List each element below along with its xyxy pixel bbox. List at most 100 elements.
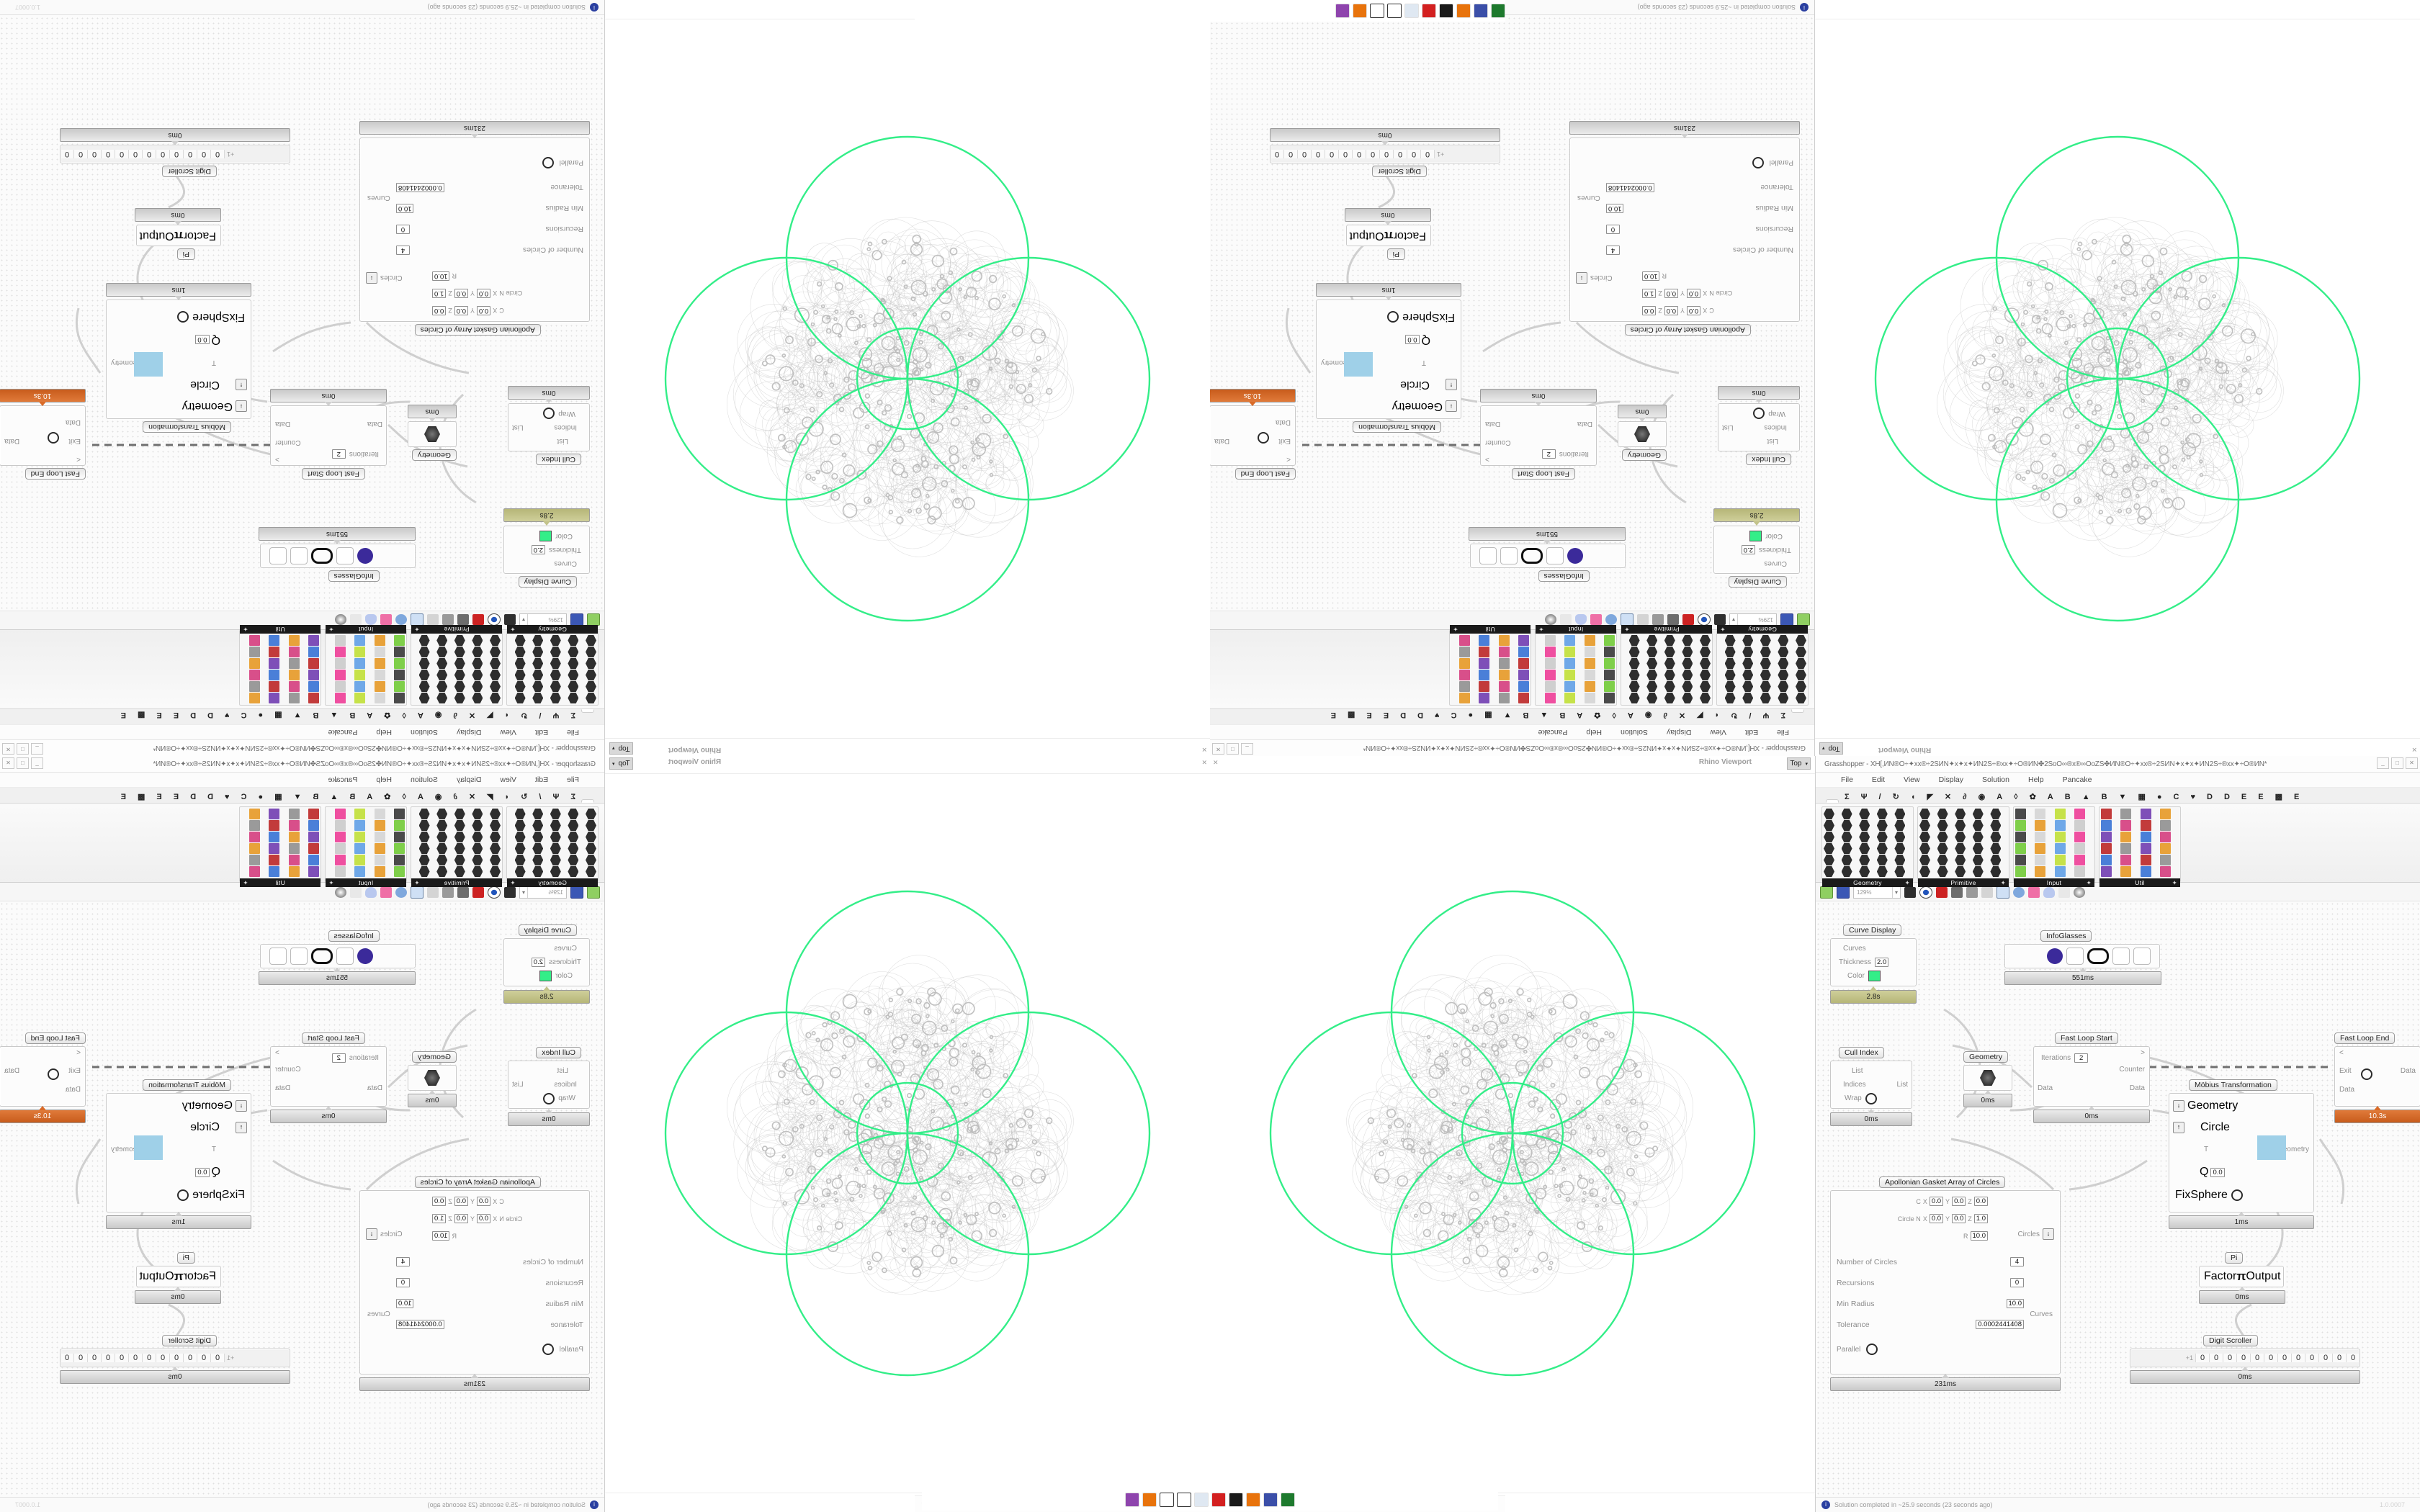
ribbon-tab-13[interactable]: A — [2047, 793, 2053, 801]
node-pi[interactable]: Pi Factor π Output 0ms — [135, 1251, 221, 1304]
glasses-icon[interactable] — [1521, 548, 1543, 564]
exit-toggle[interactable] — [1258, 432, 1269, 444]
component-icon[interactable] — [1459, 670, 1471, 680]
component-icon[interactable] — [249, 809, 261, 819]
ribbon-tab-26[interactable]: ▩ — [138, 793, 145, 801]
firefox-icon[interactable] — [1456, 4, 1471, 18]
menu-item-edit[interactable]: Edit — [534, 775, 549, 784]
component-icon[interactable] — [419, 681, 430, 692]
cx-value[interactable]: 0.0 — [476, 306, 491, 315]
menu-item-help[interactable]: Help — [376, 728, 393, 737]
component-icon[interactable] — [515, 843, 526, 854]
menu-item-view[interactable]: View — [1904, 775, 1920, 784]
menu-item-solution[interactable]: Solution — [1621, 728, 1648, 737]
ribbon-tab-23[interactable]: D — [2223, 793, 2230, 801]
component-icon[interactable] — [269, 866, 280, 877]
component-icon[interactable] — [472, 820, 483, 831]
component-icon[interactable] — [1498, 647, 1510, 657]
digit-cell[interactable]: 0 — [2236, 1354, 2250, 1362]
digit-cell[interactable]: 0 — [197, 1354, 211, 1362]
ny-value[interactable]: 0.0 — [454, 1214, 468, 1223]
component-icon[interactable] — [1859, 866, 1870, 877]
component-icon[interactable] — [1824, 809, 1834, 819]
component-icon[interactable] — [472, 832, 483, 842]
component-icon[interactable] — [550, 635, 561, 646]
component-icon[interactable] — [454, 635, 465, 646]
ribbon-tab-7[interactable]: ✕ — [468, 793, 476, 801]
publish-icon[interactable] — [1996, 886, 2009, 899]
component-icon[interactable] — [1479, 681, 1490, 692]
component-icon[interactable] — [2015, 855, 2026, 865]
component-icon[interactable] — [419, 647, 430, 657]
package-icon[interactable] — [1590, 614, 1602, 626]
at-icon[interactable] — [442, 614, 454, 626]
component-icon[interactable] — [288, 820, 300, 831]
component-icon[interactable] — [1760, 681, 1771, 692]
component-icon[interactable] — [472, 866, 483, 877]
ribbon-tab-21[interactable]: ♥ — [1435, 711, 1440, 719]
node-geometry[interactable]: Geometry 0ms — [408, 405, 457, 462]
menu-item-pancake[interactable]: Pancake — [2062, 775, 2092, 784]
taskbar-top[interactable] — [915, 0, 1505, 22]
digit-sign[interactable]: +1 — [227, 1354, 235, 1362]
component-icon[interactable] — [354, 635, 366, 646]
component-icon[interactable] — [2035, 855, 2046, 865]
ribbon-tab-11[interactable]: ◊ — [402, 711, 406, 719]
component-icon[interactable] — [1545, 647, 1556, 657]
expand-icon[interactable]: ✦ — [1904, 879, 1910, 886]
ribbon-tab-2[interactable]: Ψ — [552, 711, 560, 719]
component-icon[interactable] — [532, 658, 543, 669]
component-icon[interactable] — [586, 670, 596, 680]
component-icon[interactable] — [374, 843, 385, 854]
component-icon[interactable] — [1498, 693, 1510, 703]
ribbon-tab-17[interactable]: ▼ — [1503, 711, 1512, 719]
component-icon[interactable] — [308, 843, 319, 854]
component-icon[interactable] — [1584, 647, 1595, 657]
grid-icon[interactable] — [1546, 547, 1564, 564]
component-icon[interactable] — [532, 670, 543, 680]
component-icon[interactable] — [586, 635, 596, 646]
component-icon[interactable] — [2159, 809, 2171, 819]
component-icon[interactable] — [1564, 693, 1576, 703]
node-fast-loop-start[interactable]: Fast Loop Start Iterations 2 > Counter D… — [1480, 389, 1597, 481]
component-icon[interactable] — [2120, 855, 2132, 865]
component-icon[interactable] — [568, 843, 578, 854]
component-icon[interactable] — [249, 658, 261, 669]
component-icon[interactable] — [1760, 670, 1771, 680]
node-info-glasses[interactable]: InfoGlasses 551ms — [259, 527, 416, 583]
chevron-down-icon[interactable]: ▾ — [1891, 886, 1900, 898]
param-value[interactable]: 0.0002441408 — [396, 183, 444, 192]
digit-cell[interactable]: 0 — [129, 150, 143, 158]
nz-value[interactable]: 1.0 — [432, 1214, 447, 1223]
color-swatch[interactable] — [539, 971, 552, 981]
ribbon-tab-16[interactable]: B — [2101, 793, 2107, 801]
component-icon[interactable] — [1682, 693, 1693, 703]
cy-value[interactable]: 0.0 — [454, 1197, 468, 1206]
digit-cell[interactable]: 0 — [1270, 150, 1284, 158]
ribbon-tab-23[interactable]: D — [190, 711, 197, 719]
component-icon[interactable] — [1646, 647, 1657, 657]
digit-cell[interactable]: 0 — [74, 150, 88, 158]
minimize-button[interactable]: _ — [2377, 757, 2389, 769]
component-icon[interactable] — [1919, 855, 1930, 865]
ribbon-tab-17[interactable]: ▼ — [2118, 793, 2127, 801]
bake-icon[interactable] — [472, 614, 484, 626]
component-icon[interactable] — [394, 843, 405, 854]
component-icon[interactable] — [2035, 843, 2046, 854]
expand-icon[interactable]: ✦ — [2086, 879, 2092, 886]
component-icon[interactable] — [568, 855, 578, 865]
component-icon[interactable] — [1629, 635, 1640, 646]
search-icon[interactable] — [1605, 614, 1617, 626]
component-icon[interactable] — [1742, 670, 1753, 680]
component-icon[interactable] — [2120, 832, 2132, 842]
graft-icon[interactable]: ↑ — [1446, 379, 1457, 390]
digit-cell[interactable]: 0 — [129, 1354, 143, 1362]
grasshopper-canvas[interactable]: Curve Display Curves Thickness 2.0 Color… — [1210, 14, 1814, 611]
green-drive-icon[interactable] — [1281, 1493, 1295, 1507]
chevron-down-icon[interactable]: ▾ — [520, 614, 529, 626]
component-icon[interactable] — [269, 855, 280, 865]
component-icon[interactable] — [1778, 681, 1788, 692]
digit-cell[interactable]: 0 — [2264, 1354, 2277, 1362]
sphere-icon[interactable] — [335, 614, 346, 626]
